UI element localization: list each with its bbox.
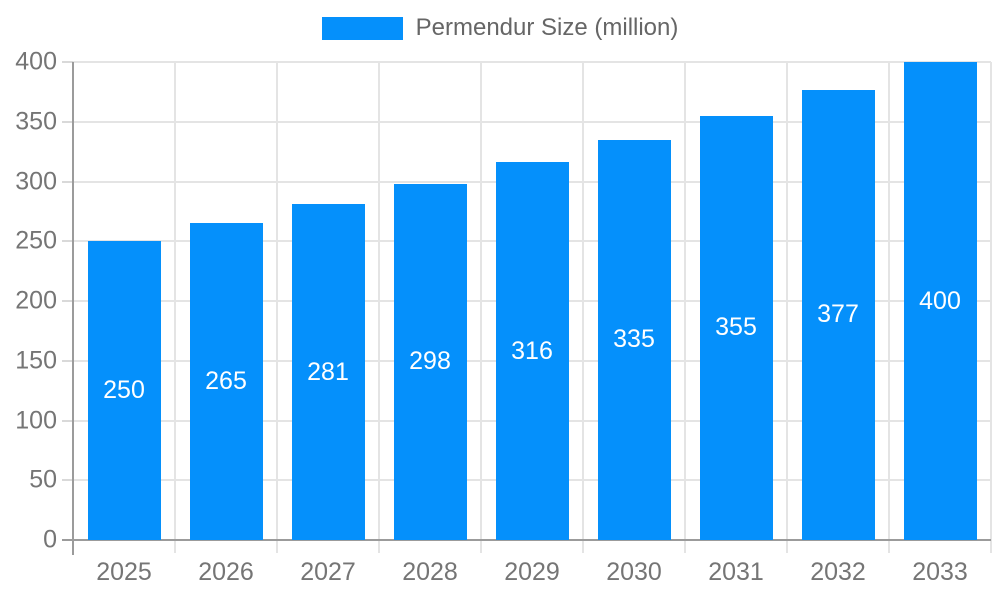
- y-tick-label: 200: [15, 286, 57, 315]
- x-tick-label: 2026: [198, 558, 254, 586]
- y-axis-tick: [62, 61, 73, 63]
- x-tick-label: 2033: [912, 558, 968, 586]
- y-tick-label: 400: [15, 47, 57, 76]
- gridline-vertical: [990, 62, 992, 553]
- legend-label: Permendur Size (million): [415, 14, 679, 41]
- bar-value-label: 335: [613, 325, 655, 354]
- y-tick-label: 300: [15, 167, 57, 195]
- bar: 355: [699, 115, 773, 540]
- bar-value-label: 355: [715, 313, 757, 342]
- bar: 335: [597, 139, 671, 540]
- bar: 250: [87, 241, 161, 540]
- bar: 265: [189, 223, 263, 540]
- y-axis-tick: [62, 180, 73, 183]
- gridline-vertical: [786, 62, 788, 553]
- bar-value-label: 400: [919, 286, 961, 315]
- x-axis-line: [62, 539, 991, 541]
- bar: 298: [393, 183, 467, 540]
- y-axis-tick: [62, 240, 73, 243]
- x-tick-label: 2027: [300, 558, 356, 586]
- y-tick-label: 150: [15, 346, 57, 375]
- gridline-vertical: [378, 62, 380, 553]
- y-tick-label: 350: [15, 107, 57, 136]
- bar-value-label: 316: [511, 336, 553, 365]
- y-axis-tick: [62, 120, 73, 123]
- bar-value-label: 281: [307, 357, 349, 386]
- bar-value-label: 250: [103, 376, 145, 405]
- gridline-vertical: [888, 62, 890, 553]
- x-tick-label: 2031: [708, 558, 764, 586]
- y-axis-tick: [62, 300, 73, 302]
- y-tick-label: 0: [43, 525, 57, 554]
- gridline-vertical: [480, 62, 482, 553]
- gridline-horizontal: [73, 61, 991, 63]
- bar: 281: [291, 204, 365, 540]
- gridline-vertical: [582, 62, 584, 553]
- x-tick-label: 2030: [606, 558, 662, 586]
- bar: 400: [903, 62, 977, 540]
- y-axis-tick: [62, 359, 73, 362]
- gridline-vertical: [684, 62, 686, 553]
- bar: 377: [801, 89, 875, 540]
- x-tick-label: 2029: [504, 558, 560, 586]
- x-tick-label: 2028: [402, 558, 458, 586]
- y-axis-tick: [62, 419, 73, 422]
- y-tick-label: 250: [15, 226, 57, 255]
- bar-value-label: 377: [817, 300, 859, 329]
- bar-value-label: 265: [205, 367, 247, 396]
- gridline-horizontal: [73, 120, 991, 123]
- plot-area: 0 50 100 150 200 250 300 350 400 250 265 281 298 316 3…: [15, 49, 992, 586]
- bar-value-label: 298: [409, 347, 451, 376]
- y-axis-line: [72, 62, 74, 555]
- legend: Permendur Size (million): [0, 14, 1000, 42]
- y-tick-label: 100: [15, 406, 57, 434]
- legend-item[interactable]: Permendur Size (million): [321, 14, 679, 42]
- y-tick-label: 50: [29, 465, 57, 494]
- bar: 316: [495, 162, 569, 540]
- y-axis-tick: [62, 479, 73, 482]
- x-tick-label: 2025: [96, 558, 152, 586]
- gridline-vertical: [276, 62, 278, 553]
- legend-swatch-icon: [321, 16, 403, 40]
- gridline-vertical: [174, 62, 176, 553]
- x-tick-label: 2032: [810, 558, 866, 586]
